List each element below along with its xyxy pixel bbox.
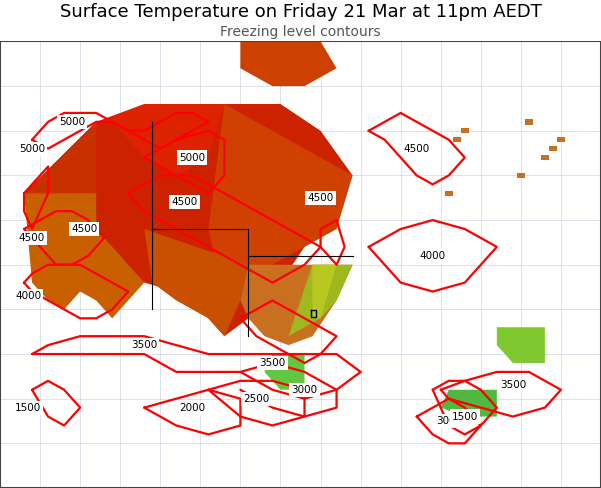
Polygon shape (517, 173, 525, 178)
Text: 5000: 5000 (19, 143, 45, 154)
Text: 2500: 2500 (243, 394, 270, 404)
Text: 2000: 2000 (179, 403, 206, 413)
Polygon shape (288, 264, 353, 336)
Text: 3000: 3000 (436, 416, 462, 426)
Text: 3000: 3000 (291, 385, 317, 395)
Text: Surface Temperature on Friday 21 Mar at 11pm AEDT: Surface Temperature on Friday 21 Mar at … (59, 2, 542, 20)
Polygon shape (441, 390, 497, 417)
Polygon shape (240, 41, 337, 86)
Polygon shape (313, 264, 337, 318)
Text: 1500: 1500 (451, 411, 478, 422)
Text: 4500: 4500 (171, 197, 198, 207)
Polygon shape (549, 146, 557, 151)
Polygon shape (497, 327, 545, 363)
Polygon shape (557, 137, 565, 142)
Text: 4500: 4500 (307, 193, 334, 203)
Text: 3500: 3500 (499, 380, 526, 390)
Text: 5000: 5000 (179, 153, 206, 163)
Text: Freezing level contours: Freezing level contours (220, 25, 381, 40)
Polygon shape (453, 137, 461, 142)
Polygon shape (144, 229, 248, 336)
Polygon shape (24, 104, 353, 336)
Text: 3500: 3500 (259, 358, 285, 368)
Text: 1500: 1500 (15, 403, 41, 413)
Text: 4500: 4500 (71, 224, 97, 234)
Text: 5000: 5000 (59, 117, 85, 127)
Polygon shape (461, 128, 469, 133)
Polygon shape (24, 193, 144, 318)
Polygon shape (96, 104, 224, 175)
Polygon shape (541, 155, 549, 160)
Text: 4000: 4000 (419, 251, 446, 261)
Polygon shape (240, 264, 353, 345)
Polygon shape (264, 354, 305, 390)
Text: 3500: 3500 (131, 340, 157, 350)
Text: 4000: 4000 (15, 291, 41, 301)
Polygon shape (209, 104, 353, 301)
Text: 4500: 4500 (19, 233, 45, 243)
Polygon shape (445, 191, 453, 196)
Polygon shape (525, 119, 533, 124)
Text: 4500: 4500 (403, 143, 430, 154)
Polygon shape (24, 122, 96, 283)
